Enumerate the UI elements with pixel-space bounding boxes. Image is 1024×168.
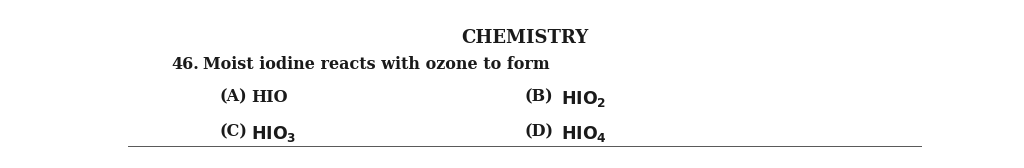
Text: $\mathbf{HIO_{2}}$: $\mathbf{HIO_{2}}$ bbox=[560, 89, 606, 109]
Text: (B): (B) bbox=[524, 89, 553, 106]
Text: HIO: HIO bbox=[251, 89, 288, 106]
Text: CHEMISTRY: CHEMISTRY bbox=[461, 29, 589, 47]
Text: Moist iodine reacts with ozone to form: Moist iodine reacts with ozone to form bbox=[204, 56, 550, 73]
Text: (D): (D) bbox=[524, 124, 554, 141]
Text: $\mathbf{HIO_{3}}$: $\mathbf{HIO_{3}}$ bbox=[251, 124, 296, 144]
Text: (A): (A) bbox=[219, 89, 247, 106]
Text: 46.: 46. bbox=[172, 56, 200, 73]
Text: $\mathbf{HIO_{4}}$: $\mathbf{HIO_{4}}$ bbox=[560, 124, 606, 144]
Text: (C): (C) bbox=[219, 124, 247, 141]
